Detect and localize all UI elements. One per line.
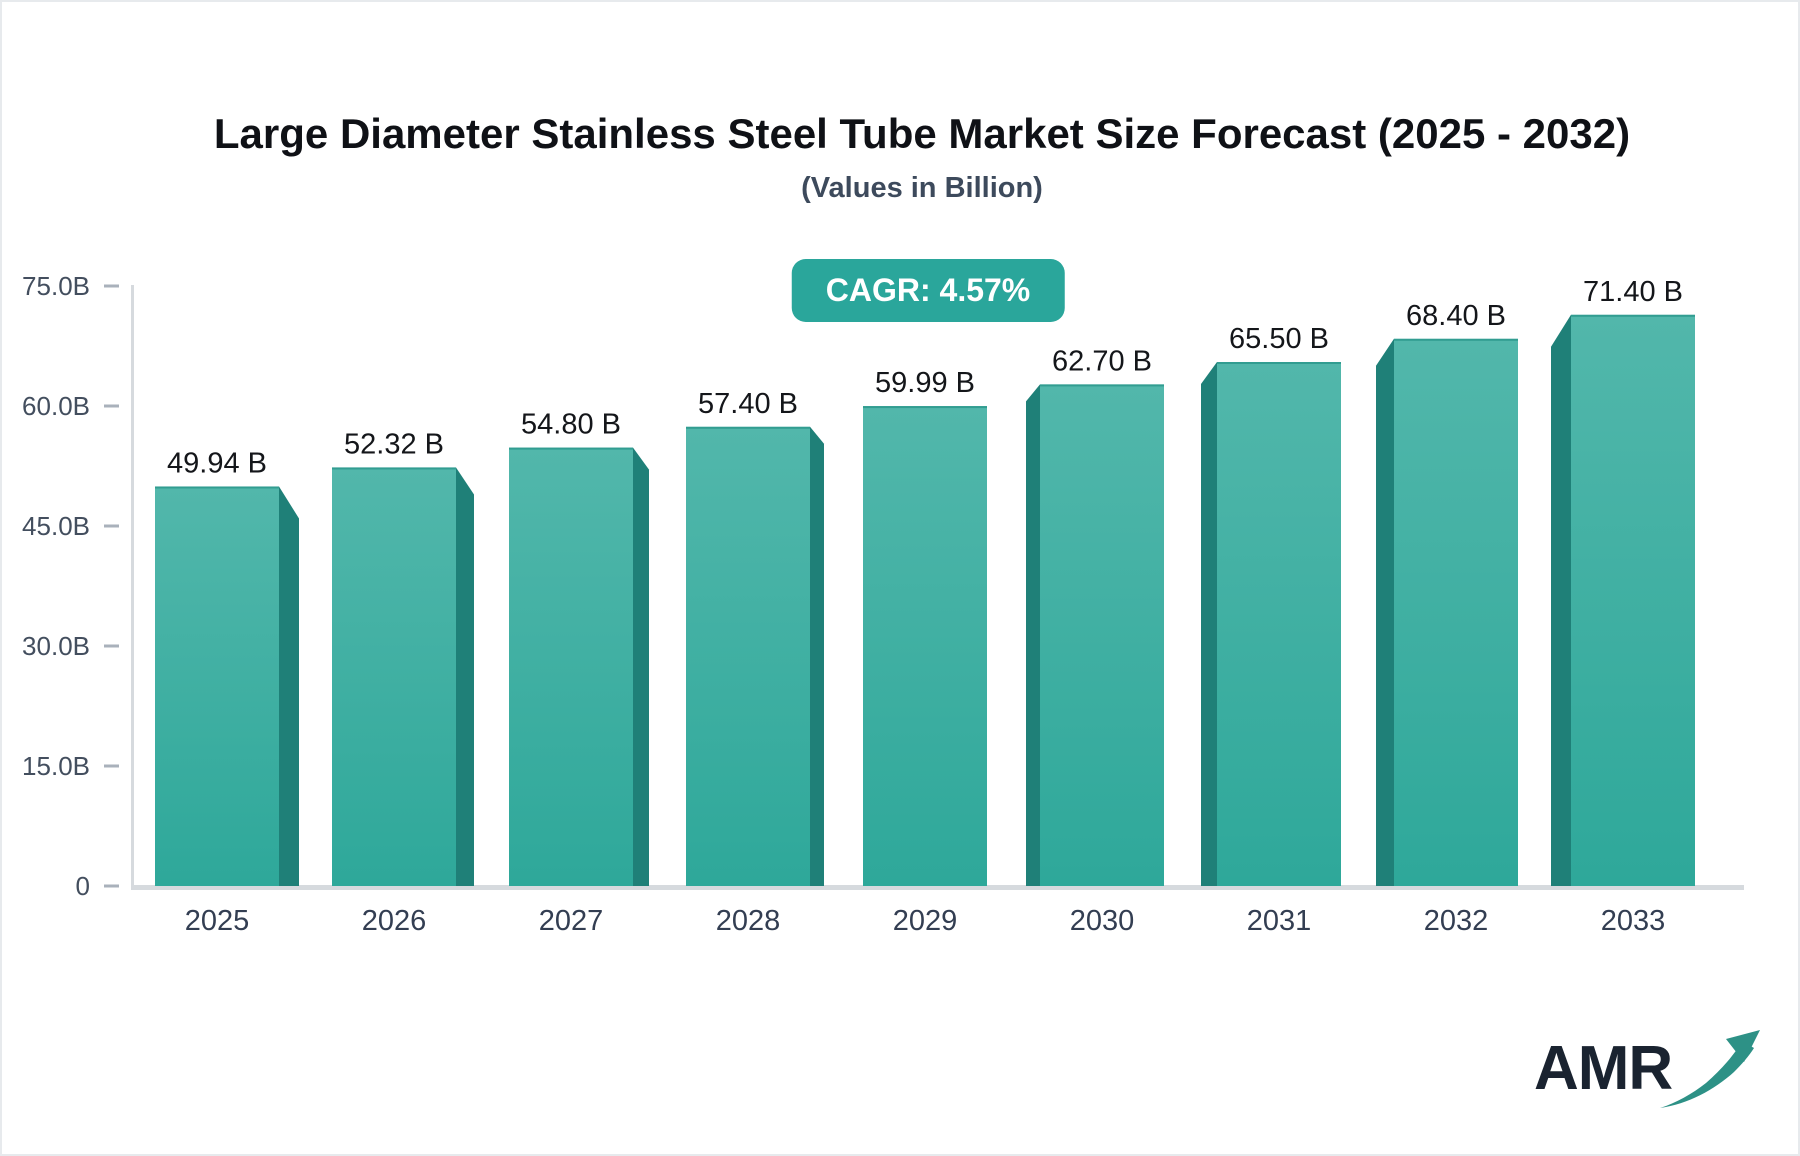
bar-2032[interactable] [1394,338,1518,886]
y-tick-label-75.0B: 75.0B [22,271,90,301]
bar-top-edge-2031 [1217,362,1341,364]
bar-side-face-2031[interactable] [1201,362,1217,886]
y-tick-label-45.0B: 45.0B [22,511,90,541]
cagr-badge: CAGR: 4.57% [791,259,1065,322]
x-tick-label-2031: 2031 [1247,905,1312,937]
bar-side-face-2027[interactable] [633,447,649,886]
chart-title: Large Diameter Stainless Steel Tube Mark… [213,110,1631,157]
x-tick-label-2027: 2027 [539,905,604,937]
bar-2029[interactable] [863,406,987,886]
x-axis-line [131,885,1744,890]
bar-top-edge-2025 [155,486,279,489]
bar-group-2033: 71.40 B 2033 [1551,276,1695,937]
bar-value-label-2032: 68.40 B [1406,300,1506,332]
x-tick-label-2030: 2030 [1070,905,1135,937]
bar-group-2029: 59.99 B 2029 [863,367,987,937]
bar-2030[interactable] [1040,384,1164,886]
bar-2028[interactable] [686,426,810,886]
amr-logo: AMR [1534,1030,1762,1116]
bar-value-label-2031: 65.50 B [1229,323,1329,355]
bar-group-2025: 49.94 B 2025 [155,447,299,937]
bar-side-face-2025[interactable] [279,486,299,886]
x-tick-label-2026: 2026 [362,905,427,937]
x-tick-label-2025: 2025 [185,905,250,937]
bar-group-2026: 52.32 B 2026 [332,428,474,937]
bar-side-face-2028[interactable] [810,426,824,886]
bar-group-2032: 68.40 B 2032 [1376,300,1518,937]
bar-top-edge-2028 [686,426,810,429]
y-tick-label-60.0B: 60.0B [22,391,90,421]
y-tick-label-30.0B: 30.0B [22,631,90,661]
bar-2027[interactable] [509,447,633,886]
x-tick-label-2032: 2032 [1424,905,1489,937]
x-tick-label-2029: 2029 [893,905,958,937]
x-tick-label-2028: 2028 [716,905,781,937]
bar-2025[interactable] [155,486,279,886]
amr-logo-text: AMR [1534,1034,1673,1103]
bar-value-label-2027: 54.80 B [521,409,621,441]
bar-side-face-2026[interactable] [456,467,474,886]
bar-value-label-2026: 52.32 B [344,428,444,460]
bar-value-label-2029: 59.99 B [875,367,975,399]
bar-top-edge-2032 [1394,338,1518,341]
bar-value-label-2025: 49.94 B [167,447,267,479]
bar-value-label-2028: 57.40 B [698,388,798,420]
y-tick-label-15.0B: 15.0B [22,751,90,781]
bar-2031[interactable] [1217,362,1341,886]
bar-group-2030: 62.70 B 2030 [1026,345,1164,937]
bar-group-2028: 57.40 B 2028 [686,388,824,937]
bar-side-face-2032[interactable] [1376,338,1394,886]
bar-2033[interactable] [1571,314,1695,886]
y-tick-label-0: 0 [76,871,90,901]
chart-subtitle: (Values in Billion) [801,172,1043,204]
bar-group-2027: 54.80 B 2027 [509,409,649,937]
bar-2026[interactable] [332,467,456,886]
y-axis-line [131,285,134,889]
bar-top-edge-2027 [509,447,633,450]
bar-group-2031: 65.50 B 2031 [1201,323,1341,937]
bar-side-face-2033[interactable] [1551,314,1571,886]
bar-top-edge-2030 [1040,384,1164,387]
bar-top-edge-2026 [332,467,456,470]
bar-top-edge-2033 [1571,314,1695,317]
bar-side-face-2030[interactable] [1026,384,1040,886]
growth-arrow-icon [1660,1030,1761,1108]
x-tick-label-2033: 2033 [1601,905,1666,937]
bar-top-edge-2029 [863,406,987,409]
bar-value-label-2030: 62.70 B [1052,345,1152,377]
bar-value-label-2033: 71.40 B [1583,276,1683,308]
